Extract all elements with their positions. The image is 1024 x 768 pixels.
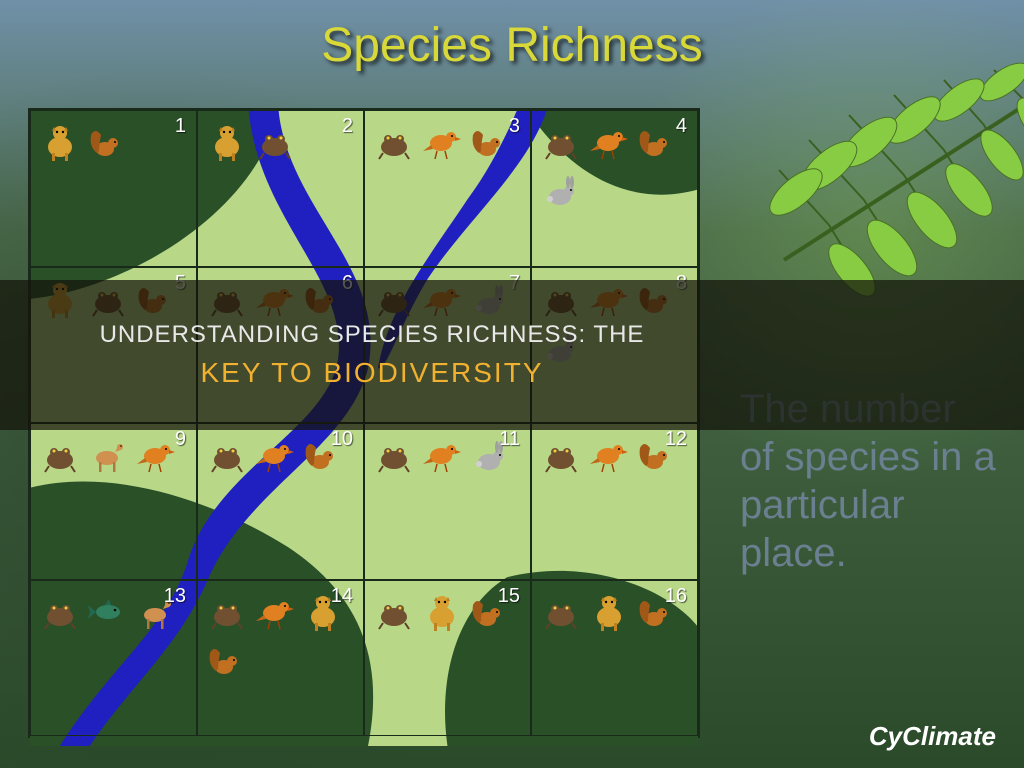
frog-icon — [371, 430, 417, 476]
cell-number: 16 — [665, 585, 687, 608]
squirrel-icon — [85, 117, 131, 163]
frog-icon — [37, 430, 83, 476]
grid-cell: 10 — [197, 423, 364, 580]
grid-cell: 14 — [197, 580, 364, 737]
overlay-line2: KEY TO BIODIVERSITY — [201, 357, 544, 389]
frog-icon — [371, 587, 417, 633]
grid-cell: 13 — [30, 580, 197, 737]
lynx-icon — [586, 587, 632, 633]
frog-icon — [538, 587, 584, 633]
cell-number: 9 — [175, 428, 186, 451]
lynx-icon — [37, 117, 83, 163]
headline-overlay: UNDERSTANDING SPECIES RICHNESS: THE KEY … — [0, 280, 1024, 430]
grid-cell: 15 — [364, 580, 531, 737]
bird-icon — [252, 430, 298, 476]
cell-number: 13 — [164, 585, 186, 608]
cell-number: 10 — [331, 428, 353, 451]
bird-icon — [419, 117, 465, 163]
cell-animals — [365, 111, 530, 266]
brand-logo: CyClimate — [869, 721, 996, 752]
grid-cell: 11 — [364, 423, 531, 580]
bird-icon — [252, 587, 298, 633]
cell-number: 12 — [665, 428, 687, 451]
rabbit-icon — [538, 165, 584, 211]
frog-icon — [538, 117, 584, 163]
page-title: Species Richness — [0, 18, 1024, 73]
frog-icon — [37, 587, 83, 633]
bird-icon — [419, 430, 465, 476]
cell-number: 14 — [331, 585, 353, 608]
lynx-icon — [419, 587, 465, 633]
frog-icon — [371, 117, 417, 163]
squirrel-icon — [467, 117, 513, 163]
cell-number: 4 — [676, 115, 687, 138]
bird-icon — [586, 117, 632, 163]
grid-cell: 9 — [30, 423, 197, 580]
grid-cell: 12 — [531, 423, 698, 580]
cell-animals — [532, 111, 697, 266]
frog-icon — [204, 587, 250, 633]
fish-icon — [85, 587, 131, 633]
grid-cell: 1 — [30, 110, 197, 267]
cell-number: 11 — [499, 428, 520, 451]
grid-cell: 2 — [197, 110, 364, 267]
grid-cell: 16 — [531, 580, 698, 737]
squirrel-icon — [634, 117, 680, 163]
lynx-icon — [204, 117, 250, 163]
cell-animals — [198, 111, 363, 266]
cell-number: 3 — [509, 115, 520, 138]
cell-number: 15 — [498, 585, 520, 608]
cell-animals — [31, 424, 196, 579]
grid-cell: 3 — [364, 110, 531, 267]
bird-icon — [133, 430, 179, 476]
frog-icon — [538, 430, 584, 476]
overlay-line1: UNDERSTANDING SPECIES RICHNESS: THE — [100, 321, 645, 349]
cell-animals — [31, 111, 196, 266]
cell-number: 2 — [342, 115, 353, 138]
frog-icon — [204, 430, 250, 476]
bird-icon — [586, 430, 632, 476]
cell-number: 1 — [175, 115, 186, 138]
grid-cell: 4 — [531, 110, 698, 267]
deer-icon — [85, 430, 131, 476]
squirrel-icon — [204, 635, 250, 681]
frog-icon — [252, 117, 298, 163]
